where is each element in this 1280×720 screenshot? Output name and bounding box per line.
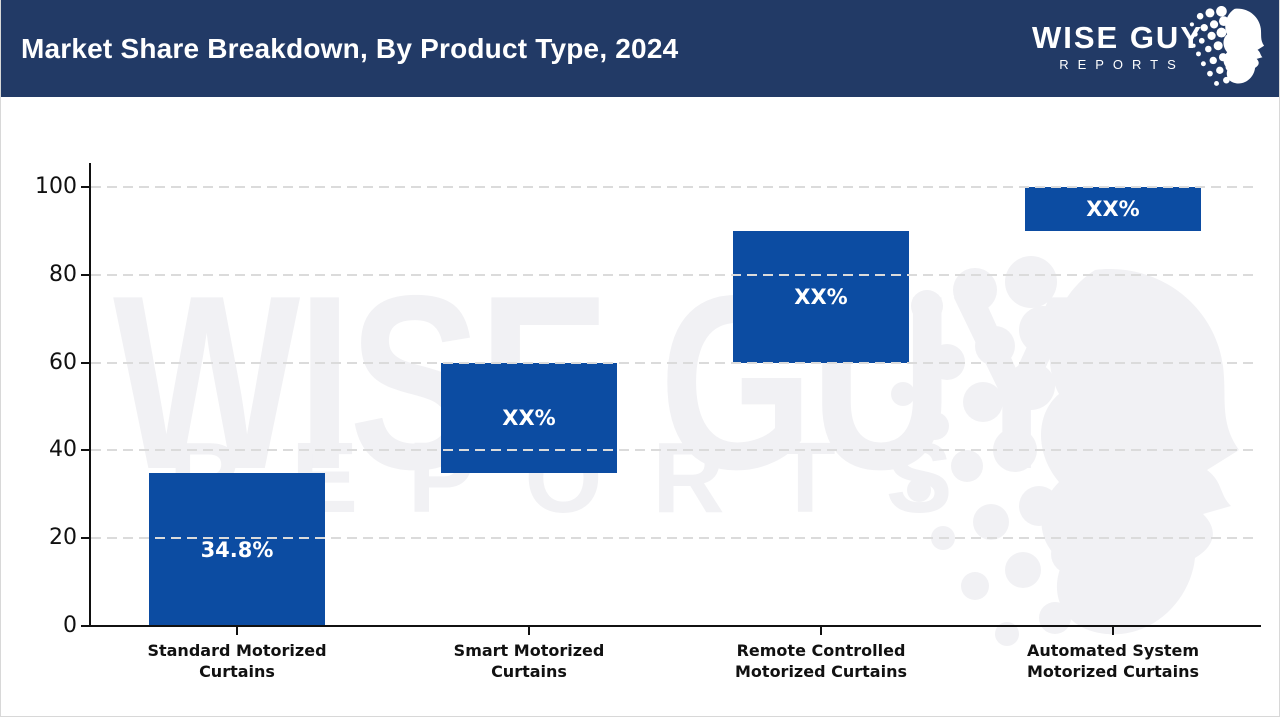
x-tick <box>236 627 238 635</box>
x-category-label: Remote Controlled Motorized Curtains <box>675 640 967 682</box>
logo-wordmark-block: WISE GUY REPORTS <box>1032 22 1203 72</box>
y-tick <box>81 537 90 540</box>
bar: XX% <box>1025 187 1201 231</box>
x-category-label-line: Standard Motorized <box>147 641 327 660</box>
y-tick-label: 80 <box>49 261 77 287</box>
gridline <box>91 361 1259 364</box>
x-category-label-line: Motorized Curtains <box>1027 662 1199 681</box>
gridline <box>91 186 1259 188</box>
logo-wordmark: WISE GUY <box>1031 20 1203 55</box>
x-category-label-line: Smart Motorized <box>453 641 605 660</box>
bar: XX% <box>441 362 617 474</box>
logo-face-icon <box>1189 6 1265 86</box>
y-tick-label: 40 <box>49 437 77 463</box>
x-category-label-line: Remote Controlled <box>736 641 906 660</box>
watermark-face-icon <box>877 256 1239 646</box>
x-category-label-line: Curtains <box>491 662 567 681</box>
logo-sub-wordmark: REPORTS <box>1059 57 1185 72</box>
y-tick <box>81 186 90 188</box>
gridline <box>91 273 1259 276</box>
gridline <box>91 537 1259 540</box>
bar: 34.8% <box>149 473 325 626</box>
bar-value-label: XX% <box>1086 196 1140 221</box>
gridline <box>91 449 1259 452</box>
y-axis-line <box>89 163 91 627</box>
x-tick <box>820 627 822 635</box>
x-category-label-line: Motorized Curtains <box>735 662 907 681</box>
bar: XX% <box>733 230 909 363</box>
y-tick <box>81 625 90 627</box>
x-category-label-line: Automated System <box>1026 641 1200 660</box>
y-tick-label: 60 <box>49 349 77 375</box>
x-tick <box>528 627 530 635</box>
x-category-label: Standard Motorized Curtains <box>91 640 383 682</box>
x-tick <box>1112 627 1114 635</box>
y-tick <box>81 273 90 276</box>
bar-value-label: 34.8% <box>200 537 274 562</box>
y-tick-label: 100 <box>35 174 77 199</box>
x-axis-line <box>89 625 1261 627</box>
bar-value-label: XX% <box>502 405 556 430</box>
y-tick <box>81 449 90 452</box>
x-category-label: Smart Motorized Curtains <box>383 640 675 682</box>
y-tick-label: 0 <box>63 613 77 638</box>
chart-title: Market Share Breakdown, By Product Type,… <box>21 32 679 64</box>
header-bar: Market Share Breakdown, By Product Type,… <box>1 0 1279 97</box>
x-category-label-line: Curtains <box>199 662 275 681</box>
y-tick <box>81 361 90 364</box>
x-category-label: Automated System Motorized Curtains <box>967 640 1259 682</box>
bar-value-label: XX% <box>794 284 848 309</box>
y-tick-label: 20 <box>49 525 77 551</box>
wiseguy-logo: WISE GUY REPORTS <box>1032 6 1269 92</box>
